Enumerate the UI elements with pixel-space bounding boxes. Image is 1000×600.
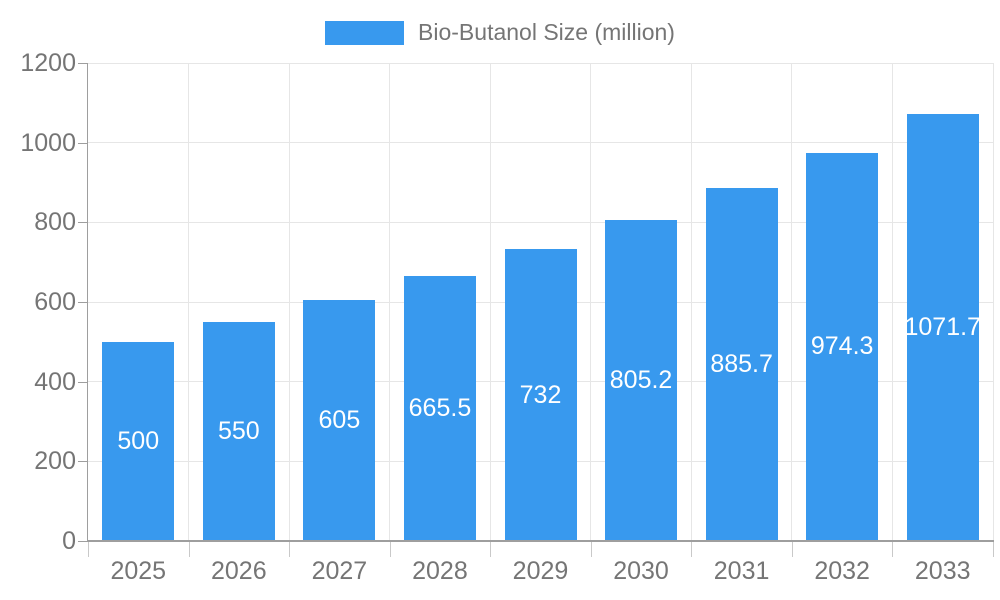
gridline-vertical: [288, 63, 290, 541]
x-axis-tick: [892, 542, 894, 557]
x-tick-label: 2025: [110, 557, 167, 585]
legend-swatch: [325, 20, 405, 45]
y-tick-label: 800: [34, 208, 76, 237]
bar-2030[interactable]: 805.2: [605, 220, 678, 541]
bar-value-label: 500: [117, 426, 160, 455]
x-axis-tick: [490, 542, 492, 557]
gridline-vertical: [188, 63, 190, 541]
x-axis-line: [87, 540, 994, 542]
x-axis-tick: [590, 542, 592, 557]
y-tick-label: 1000: [20, 128, 76, 157]
x-tick-label: 2028: [412, 557, 468, 585]
bar-value-label: 805.2: [609, 366, 673, 395]
x-tick-label: 2027: [311, 557, 368, 585]
bar-2025[interactable]: 500: [102, 341, 175, 541]
bar-value-label: 1071.7: [904, 313, 981, 342]
bar-value-label: 665.5: [408, 393, 472, 422]
x-axis-tick: [289, 542, 291, 557]
x-tick-label: 2033: [914, 557, 971, 585]
y-tick-label: 1200: [20, 49, 76, 77]
bar-value-label: 550: [217, 416, 260, 445]
bar-value-label: 885.7: [710, 350, 773, 379]
y-tick-label: 600: [34, 288, 76, 316]
y-axis-tick: [78, 541, 88, 542]
gridline-horizontal: [88, 221, 993, 223]
bar-2029[interactable]: 732: [504, 249, 577, 541]
y-tick-label: 200: [34, 447, 76, 476]
x-tick-label: 2032: [814, 557, 870, 585]
y-axis-tick: [78, 302, 88, 303]
x-axis-tick: [389, 542, 391, 557]
x-axis-tick: [188, 542, 190, 557]
y-tick-label: 0: [62, 527, 76, 555]
y-axis-tick: [78, 63, 88, 64]
gridline-vertical: [389, 63, 391, 541]
bar-2033[interactable]: 1071.7: [904, 114, 981, 541]
gridline-vertical: [891, 63, 893, 541]
x-axis-tick: [993, 542, 994, 557]
x-tick-label: 2031: [713, 557, 770, 585]
bar-2027[interactable]: 605: [303, 300, 376, 541]
x-tick-label: 2026: [211, 557, 267, 585]
bar-2028[interactable]: 665.5: [403, 275, 476, 541]
legend-label: Bio-Butanol Size (million): [418, 19, 675, 45]
bar-value-label: 605: [318, 406, 361, 434]
x-tick-label: 2029: [512, 557, 569, 585]
gridline-vertical: [489, 63, 491, 541]
gridline-horizontal: [88, 62, 993, 64]
bar-value-label: 732: [519, 380, 562, 409]
gridline-vertical: [791, 63, 793, 541]
plot-area: 500 550 605 665.5 732 805.2 885.7 974.3 1071.7: [88, 62, 994, 541]
gridline-horizontal: [88, 142, 993, 144]
x-axis-tick: [791, 542, 793, 557]
y-axis-tick: [78, 381, 88, 383]
x-tick-label: 2030: [613, 557, 669, 585]
y-axis-tick: [78, 461, 88, 463]
bar-2026[interactable]: 550: [202, 321, 275, 541]
chart-legend[interactable]: Bio-Butanol Size (million): [0, 19, 1000, 46]
y-axis-tick: [78, 222, 88, 224]
gridline-vertical: [690, 63, 692, 541]
x-axis-tick: [88, 542, 89, 557]
gridline-vertical: [590, 63, 592, 541]
y-axis-tick: [78, 142, 88, 144]
bar-2031[interactable]: 885.7: [705, 188, 778, 541]
bar-value-label: 974.3: [810, 332, 874, 361]
y-tick-label: 400: [34, 367, 76, 396]
gridline-vertical: [992, 63, 994, 541]
bar-2032[interactable]: 974.3: [806, 152, 879, 541]
x-axis-tick: [691, 542, 693, 557]
